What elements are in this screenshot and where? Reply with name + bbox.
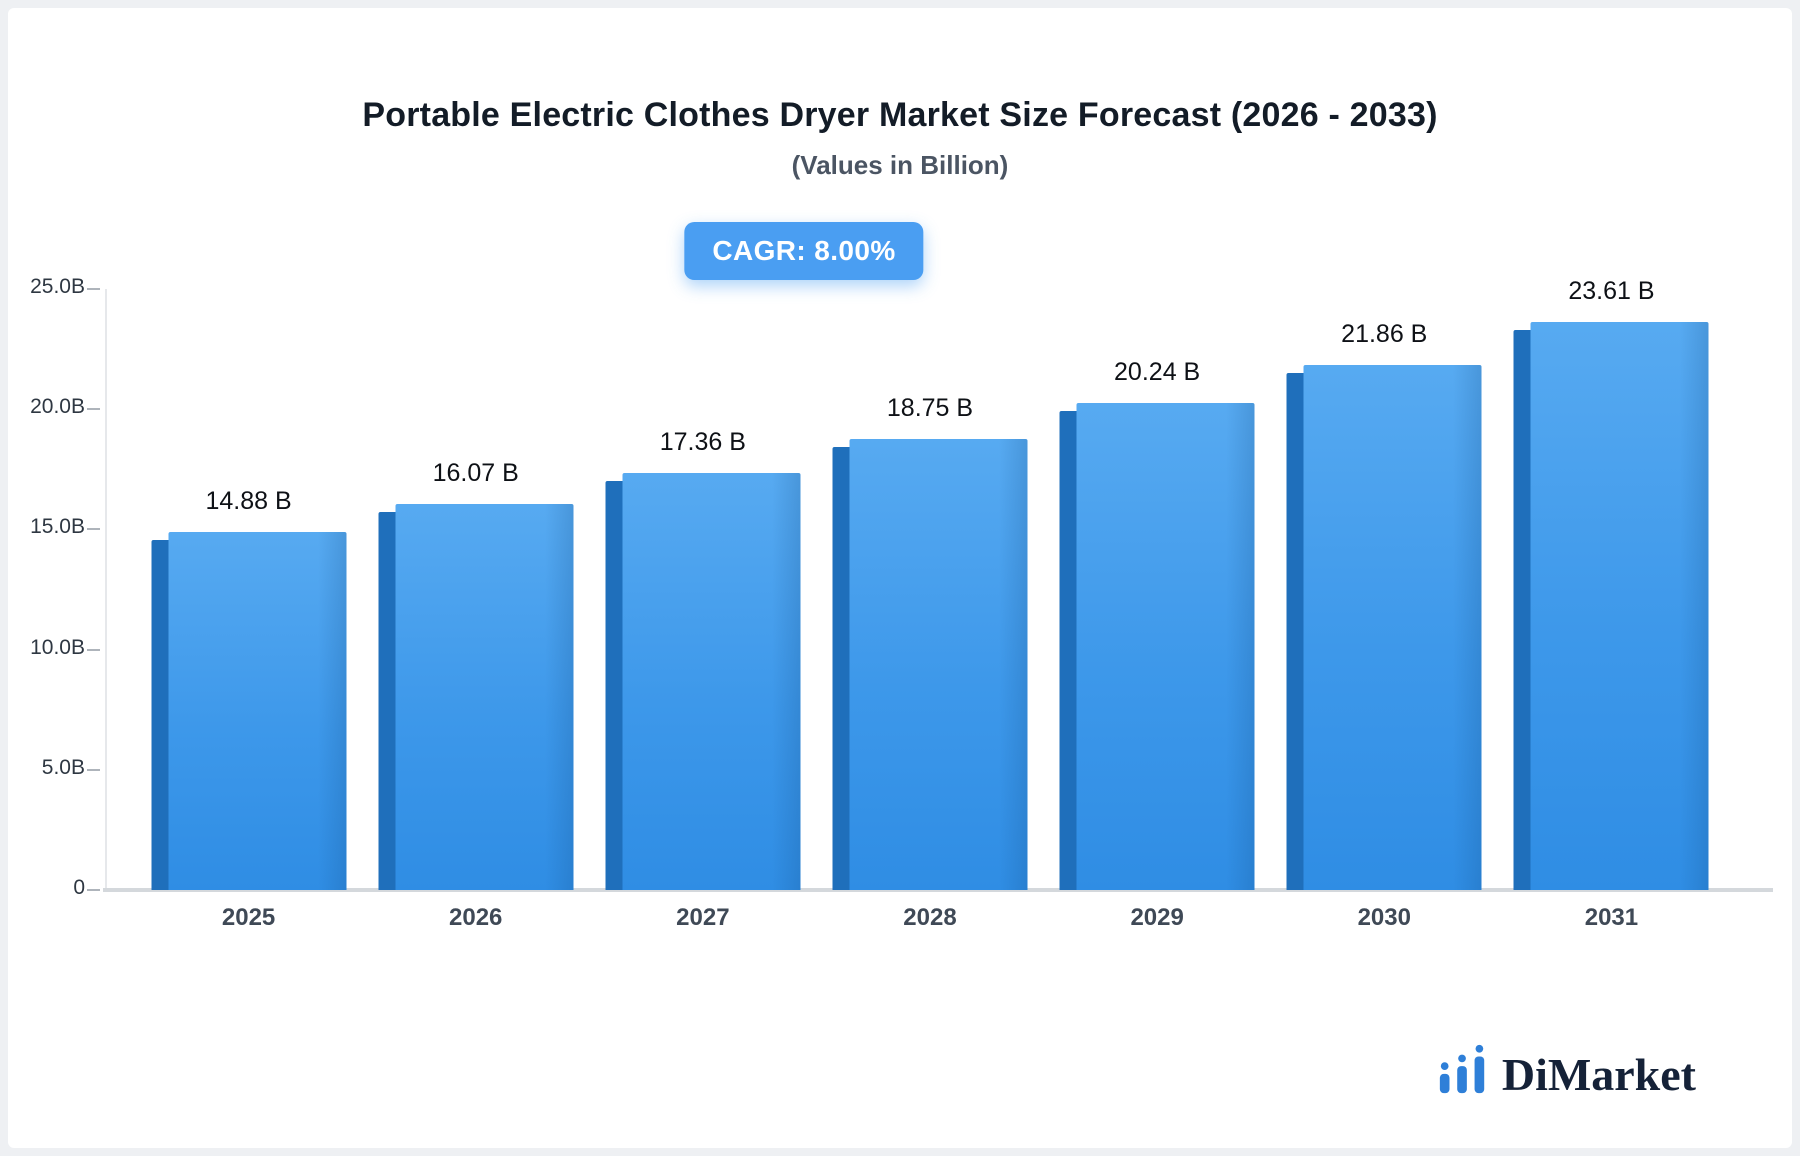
bar-front-face bbox=[1303, 364, 1482, 890]
bar-front-face bbox=[622, 472, 801, 891]
bar-side-face bbox=[151, 540, 169, 890]
bar-value-label: 16.07 B bbox=[432, 458, 519, 487]
y-axis-tick-label: 0 bbox=[73, 876, 85, 899]
bar-group: 20.24 B bbox=[1044, 289, 1271, 890]
bar: 16.07 B bbox=[378, 289, 574, 891]
y-axis-tick-mark bbox=[87, 768, 100, 771]
x-axis-label: 2031 bbox=[1584, 904, 1639, 931]
x-axis-label: 2025 bbox=[221, 904, 276, 931]
bar-group: 17.36 B bbox=[589, 289, 816, 891]
bar-value-label: 17.36 B bbox=[659, 427, 746, 456]
bars-row: 14.88 B 16.07 B 17.36 B 18.75 B 20.24 B 21.86… bbox=[105, 277, 1745, 891]
y-axis-tick-mark bbox=[87, 408, 100, 411]
x-axis-label: 2030 bbox=[1357, 904, 1411, 931]
y-axis-tick-mark bbox=[87, 528, 100, 531]
y-axis-tick-mark bbox=[87, 889, 100, 891]
bar-value-label: 14.88 B bbox=[205, 487, 292, 516]
y-axis-tick-label: 5.0B bbox=[41, 755, 85, 779]
bar-group: 16.07 B bbox=[362, 289, 589, 891]
bar-front-face bbox=[849, 439, 1028, 890]
x-axis-label: 2026 bbox=[449, 904, 503, 931]
bar: 14.88 B bbox=[151, 289, 347, 890]
y-axis-tick-label: 20.0B bbox=[30, 395, 85, 419]
bar-side-face bbox=[1286, 372, 1304, 890]
bar-side-face bbox=[1059, 411, 1077, 890]
x-axis-row: 2025 2026 2027 2028 2029 2030 2031 bbox=[105, 904, 1745, 932]
bar-value-label: 18.75 B bbox=[886, 394, 974, 423]
bar-group: 14.88 B bbox=[135, 289, 362, 890]
bar-front-face bbox=[1076, 403, 1255, 890]
bar-side-face bbox=[378, 511, 396, 890]
bar-side-face bbox=[605, 480, 623, 890]
y-axis-tick-mark bbox=[87, 288, 100, 290]
x-axis-label: 2027 bbox=[676, 904, 730, 931]
plot-area: 14.88 B 16.07 B 17.36 B 18.75 B 20.24 B 21.86… bbox=[30, 275, 1773, 899]
x-axis-label: 2028 bbox=[903, 904, 957, 931]
bar-value-label: 20.24 B bbox=[1114, 358, 1201, 387]
chart-title: Portable Electric Clothes Dryer Market S… bbox=[362, 96, 1438, 134]
bar-side-face bbox=[1513, 330, 1531, 890]
bar-group: 21.86 B bbox=[1271, 289, 1498, 890]
x-axis-line bbox=[103, 888, 1773, 892]
bar-value-label: 23.61 B bbox=[1568, 277, 1655, 306]
x-axis-label: 2029 bbox=[1130, 904, 1184, 931]
bar: 21.86 B bbox=[1286, 289, 1482, 890]
y-axis-tick-label: 25.0B bbox=[30, 275, 85, 298]
bar-front-face bbox=[395, 503, 574, 891]
cagr-badge: CAGR: 8.00% bbox=[684, 222, 924, 280]
bar-group: 23.61 B bbox=[1498, 277, 1725, 890]
y-axis-tick-label: 15.0B bbox=[30, 515, 85, 539]
bar: 18.75 B bbox=[832, 289, 1028, 890]
chart-subtitle: (Values in Billion) bbox=[791, 150, 1009, 180]
bar: 17.36 B bbox=[605, 289, 801, 891]
y-axis-line bbox=[105, 289, 107, 890]
bar-front-face bbox=[168, 532, 347, 890]
y-axis-tick-mark bbox=[87, 648, 100, 651]
bar: 23.61 B bbox=[1513, 277, 1709, 890]
bar-side-face bbox=[832, 447, 850, 890]
bar: 20.24 B bbox=[1059, 289, 1255, 890]
bar-front-face bbox=[1530, 322, 1709, 890]
y-axis-tick-label: 10.0B bbox=[30, 635, 85, 659]
brand-name: DiMarket bbox=[1501, 1049, 1696, 1100]
bar-value-label: 21.86 B bbox=[1341, 319, 1428, 348]
brand-logo: DiMarket bbox=[1436, 1042, 1696, 1098]
bar-group: 18.75 B bbox=[816, 289, 1043, 890]
chart-card: Portable Electric Clothes Dryer Market S… bbox=[8, 8, 1792, 1148]
dimarket-logo-icon bbox=[1436, 1042, 1490, 1098]
